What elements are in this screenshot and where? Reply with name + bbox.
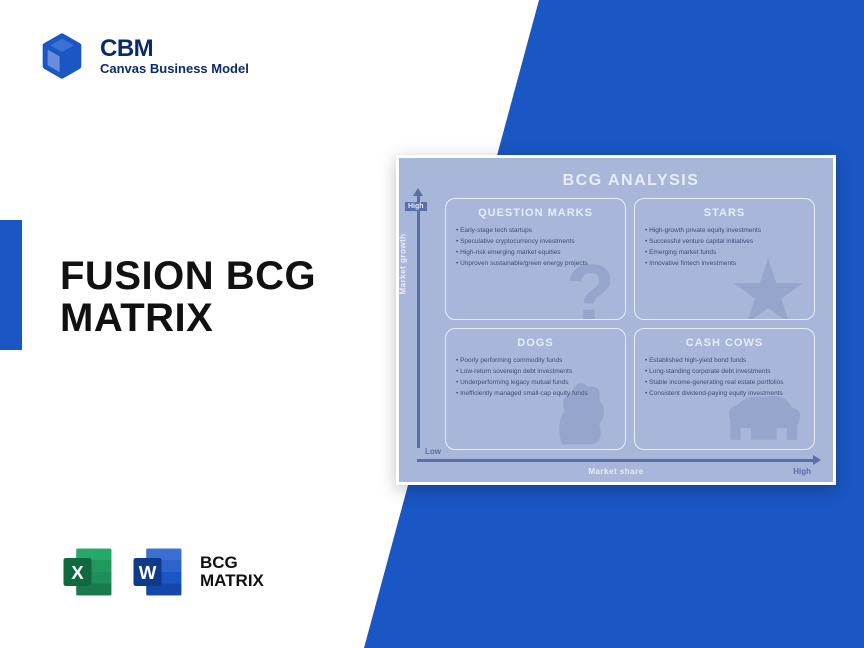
file-type-badges: X W BCG MATRIX	[60, 544, 264, 600]
accent-bar	[0, 220, 22, 350]
excel-icon: X	[60, 544, 116, 600]
quadrant-dogs: DOGS Poorly performing commodity funds L…	[445, 328, 626, 450]
brand-acronym: CBM	[100, 36, 249, 62]
page-title: FUSION BCG MATRIX	[60, 255, 316, 339]
x-axis-title: Market share	[588, 467, 643, 476]
quad-items-dogs: Poorly performing commodity funds Low-re…	[456, 355, 615, 399]
y-axis-low-label: Low	[425, 447, 441, 456]
x-axis-high-label: High	[793, 467, 811, 476]
y-axis	[417, 196, 420, 448]
quad-items-qm: Early-stage tech startups Speculative cr…	[456, 225, 615, 269]
quad-items-stars: High-growth private equity investments S…	[645, 225, 804, 269]
quadrant-stars: STARS High-growth private equity investm…	[634, 198, 815, 320]
quadrant-cash-cows: CASH COWS Established high-yield bond fu…	[634, 328, 815, 450]
x-axis	[417, 459, 813, 462]
file-type-label: BCG MATRIX	[200, 554, 264, 590]
quad-title-stars: STARS	[645, 207, 804, 219]
bcg-grid: QUESTION MARKS Early-stage tech startups…	[445, 198, 815, 450]
word-icon: W	[130, 544, 186, 600]
bcg-analysis-card: High Low Market growth Market share High…	[396, 155, 836, 485]
brand-tagline: Canvas Business Model	[100, 62, 249, 76]
cbm-logo-icon	[38, 32, 86, 80]
svg-text:W: W	[139, 562, 157, 583]
svg-text:X: X	[71, 562, 84, 583]
quad-title-qm: QUESTION MARKS	[456, 207, 615, 219]
quadrant-question-marks: QUESTION MARKS Early-stage tech startups…	[445, 198, 626, 320]
title-line-2: MATRIX	[60, 297, 316, 339]
quad-items-cows: Established high-yield bond funds Long-s…	[645, 355, 804, 399]
title-line-1: FUSION BCG	[60, 255, 316, 297]
bcg-card-title: BCG ANALYSIS	[445, 172, 817, 190]
quad-title-cows: CASH COWS	[645, 337, 804, 349]
brand-logo-area: CBM Canvas Business Model	[38, 32, 249, 80]
y-axis-title: Market growth	[399, 233, 408, 294]
quad-title-dogs: DOGS	[456, 337, 615, 349]
y-axis-high-label: High	[405, 202, 427, 211]
